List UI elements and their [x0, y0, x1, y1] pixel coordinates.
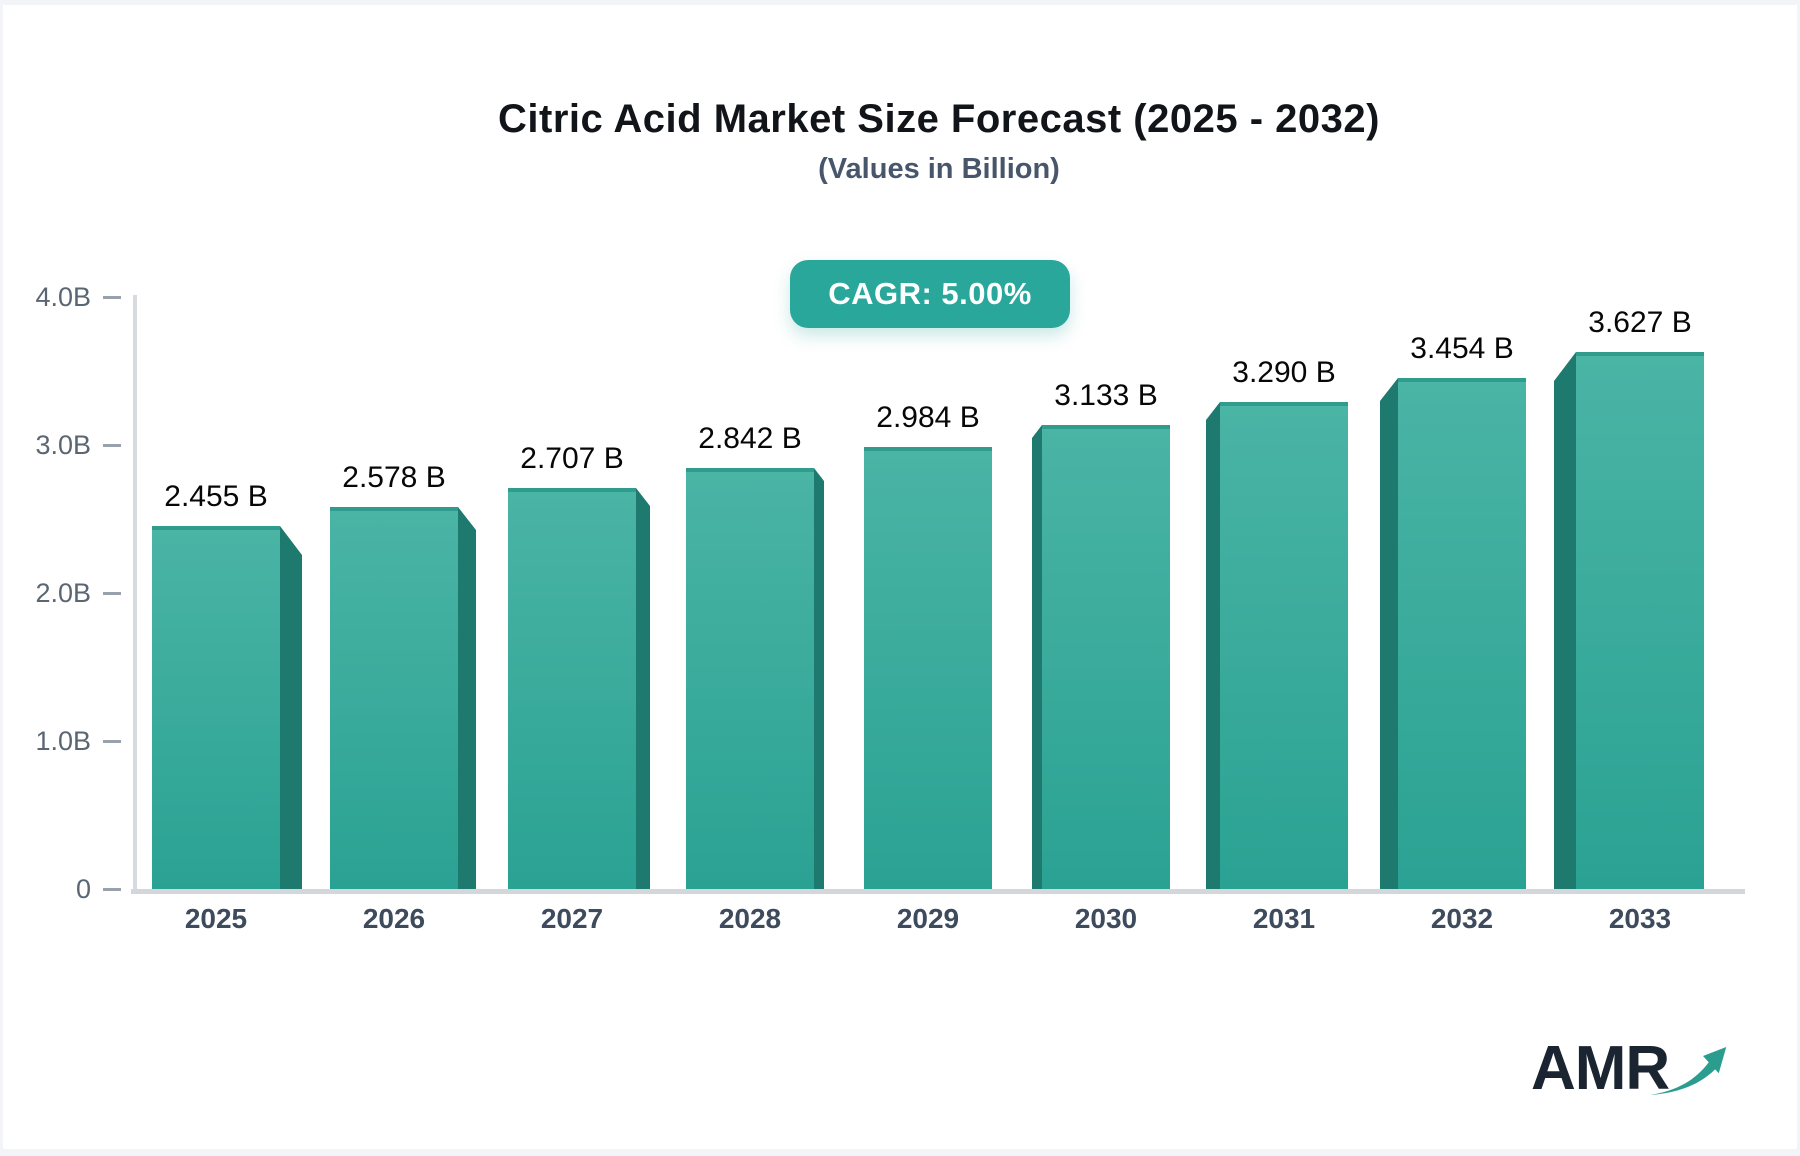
x-axis-label-2027: 2027	[540, 903, 604, 934]
cagr-badge: CAGR: 5.00%	[790, 260, 1070, 328]
bar-value-label-2032: 3.454 B	[1410, 332, 1514, 365]
bar-2032	[1398, 378, 1526, 889]
y-tick-label: 2.0B	[35, 578, 91, 608]
y-tick-mark	[103, 296, 121, 299]
bar-2030	[1042, 425, 1170, 889]
x-axis-label-2028: 2028	[718, 903, 782, 934]
y-tick-label: 3.0B	[35, 430, 91, 460]
bar-value-label-2033: 3.627 B	[1588, 306, 1692, 339]
bar-side-2030	[1032, 425, 1042, 889]
bar-value-label-2027: 2.707 B	[520, 442, 624, 475]
bar-2027	[508, 488, 636, 889]
bar-value-label-2025: 2.455 B	[164, 480, 268, 513]
y-axis-line	[133, 295, 137, 894]
bar-value-label-2028: 2.842 B	[698, 422, 802, 455]
bar-side-2027	[636, 488, 650, 889]
bar-2033	[1576, 352, 1704, 889]
bar-side-2033	[1554, 352, 1576, 889]
x-axis-label-2030: 2030	[1074, 903, 1138, 934]
x-axis-label-2029: 2029	[896, 903, 960, 934]
x-axis-label-2026: 2026	[362, 903, 426, 934]
amr-logo-text: AMR	[1531, 1034, 1670, 1103]
bar-2029	[864, 447, 992, 889]
amr-logo: AMR	[1531, 1033, 1731, 1113]
bar-side-2025	[280, 526, 302, 889]
y-tick-mark	[103, 740, 121, 743]
y-tick-mark	[103, 592, 121, 595]
cagr-badge-label: CAGR: 5.00%	[828, 276, 1032, 311]
y-tick-mark	[103, 888, 121, 891]
bar-value-label-2029: 2.984 B	[876, 401, 980, 434]
bar-side-2026	[458, 507, 476, 889]
bar-value-label-2026: 2.578 B	[342, 461, 446, 494]
bar-side-2032	[1380, 378, 1398, 889]
y-tick-label: 0	[75, 874, 91, 904]
x-axis-baseline	[131, 889, 1745, 894]
chart-card: Citric Acid Market Size Forecast (2025 -…	[3, 5, 1797, 1149]
x-axis-label-2032: 2032	[1430, 903, 1494, 934]
bar-value-label-2031: 3.290 B	[1232, 356, 1336, 389]
y-tick-label: 4.0B	[35, 282, 91, 312]
chart-title: Citric Acid Market Size Forecast (2025 -…	[498, 97, 1380, 141]
growth-arrow-icon	[1650, 1047, 1727, 1095]
bar-2025	[152, 526, 280, 889]
bar-2031	[1220, 402, 1348, 889]
bar-2028	[686, 468, 814, 889]
bar-value-label-2030: 3.133 B	[1054, 379, 1158, 412]
x-axis-label-2025: 2025	[184, 903, 248, 934]
x-axis-label-2033: 2033	[1608, 903, 1672, 934]
bar-2026	[330, 507, 458, 889]
bar-side-2028	[814, 468, 824, 889]
chart-subtitle: (Values in Billion)	[818, 153, 1060, 185]
x-axis-label-2031: 2031	[1252, 903, 1316, 934]
y-tick-label: 1.0B	[35, 726, 91, 756]
bar-side-2031	[1206, 402, 1220, 889]
y-tick-mark	[103, 444, 121, 447]
